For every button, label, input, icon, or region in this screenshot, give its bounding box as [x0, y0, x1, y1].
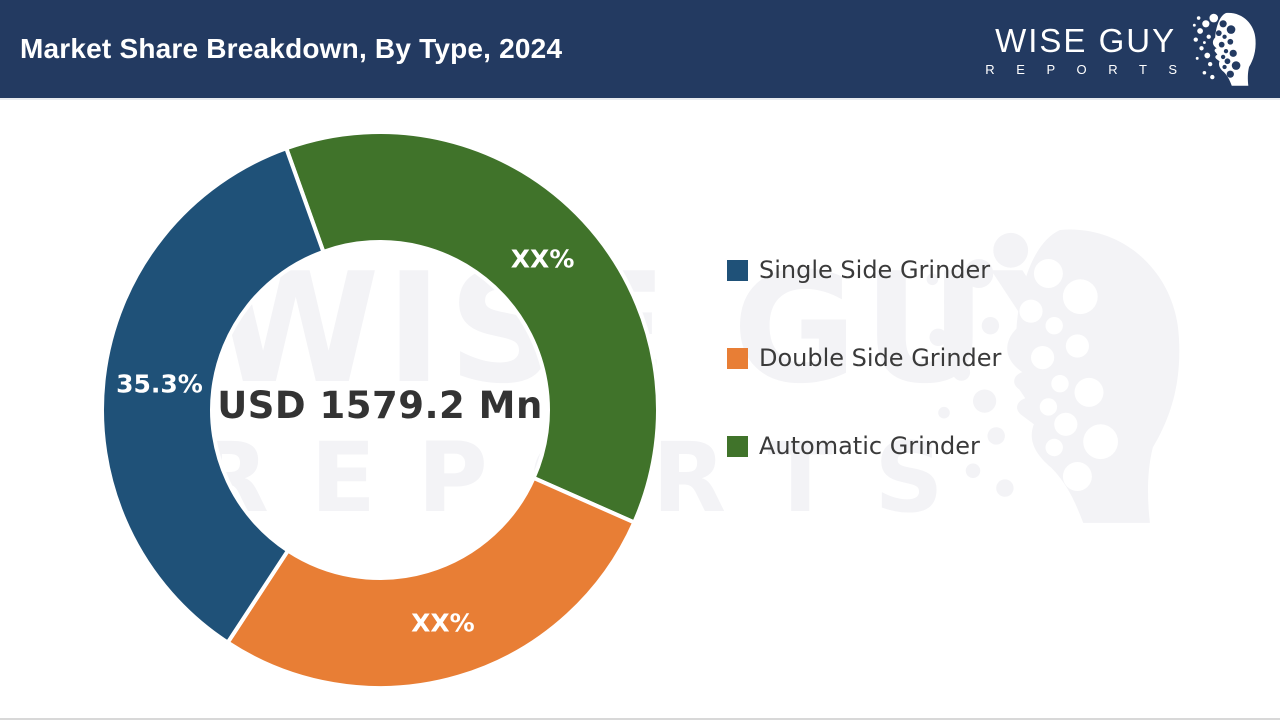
- logo-wordmark-line2: R E P O R T S: [985, 61, 1186, 77]
- logo-face-icon: [1192, 12, 1256, 86]
- donut-segment-single-side-grinder: [100, 146, 326, 645]
- wise-guy-reports-logo: WISE GUY R E P O R T S: [985, 7, 1262, 91]
- bottom-border: [0, 718, 1280, 720]
- donut-chart: XX% XX% 35.3%: [100, 130, 660, 690]
- legend-item-double-side-grinder: Double Side Grinder: [727, 344, 1001, 372]
- watermark-face-icon: [926, 229, 1180, 523]
- page-title: Market Share Breakdown, By Type, 2024: [20, 33, 563, 64]
- legend: Single Side Grinder Double Side Grinder …: [727, 256, 1001, 520]
- header: Market Share Breakdown, By Type, 2024 WI…: [0, 0, 1280, 100]
- legend-item-single-side-grinder: Single Side Grinder: [727, 256, 1001, 284]
- legend-swatch-orange: [727, 347, 748, 369]
- slice-label-single-side-grinder: 35.3%: [116, 370, 203, 399]
- donut-segment-double-side-grinder: [225, 475, 637, 690]
- logo-wordmark-line1: WISE GUY: [995, 21, 1177, 59]
- legend-label: Double Side Grinder: [759, 344, 1002, 372]
- donut-center-value: USD 1579.2 Mn: [217, 384, 543, 427]
- legend-label: Automatic Grinder: [759, 432, 980, 460]
- legend-swatch-green: [727, 435, 748, 457]
- chart-area: WISE GUY R E P O R T S XX%XX%35.3% USD 1…: [0, 100, 1280, 718]
- legend-label: Single Side Grinder: [759, 256, 991, 284]
- slice-label-double-side-grinder: XX%: [411, 609, 475, 638]
- logo-wordmark: WISE GUY R E P O R T S: [985, 22, 1186, 77]
- legend-swatch-blue: [727, 259, 748, 281]
- legend-item-automatic-grinder: Automatic Grinder: [727, 432, 1001, 460]
- donut-segment-automatic-grinder: [284, 130, 660, 525]
- slice-label-automatic-grinder: XX%: [511, 245, 575, 274]
